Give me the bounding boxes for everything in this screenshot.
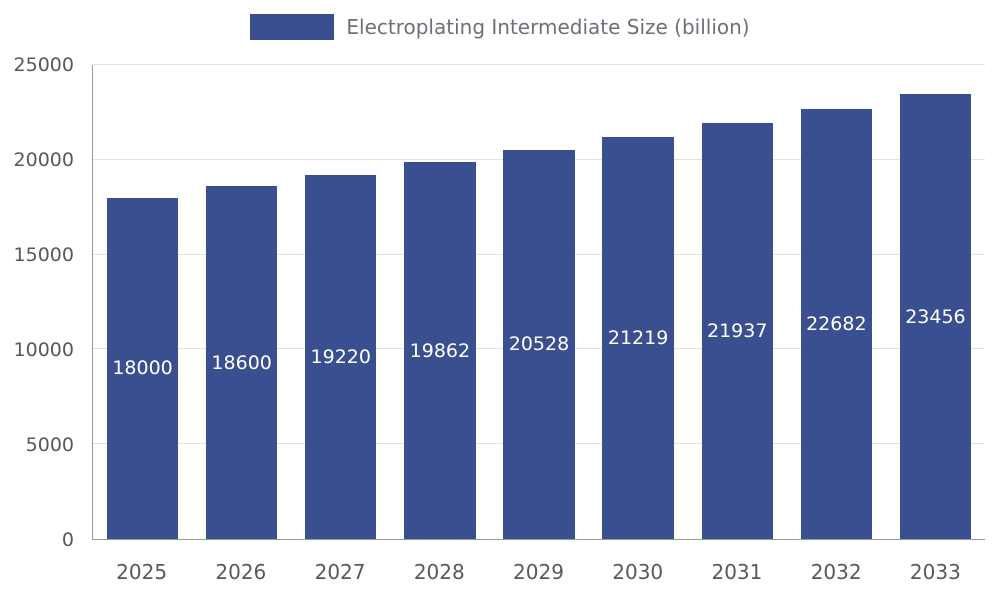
- x-tick-label: 2027: [314, 560, 366, 584]
- bar-value-label: 19862: [409, 339, 471, 362]
- bar-value-label: 18000: [112, 357, 173, 380]
- x-tick-label: 2031: [711, 560, 763, 584]
- bar-2028: 19862: [404, 162, 476, 539]
- x-tick-label: 2026: [215, 560, 267, 584]
- x-tick-label: 2033: [909, 560, 961, 584]
- bar-value-label: 22682: [806, 312, 867, 335]
- bar-value-label: 23456: [905, 305, 966, 328]
- bar-2030: 21219: [602, 136, 674, 539]
- x-tick-label: 2029: [513, 560, 564, 584]
- bar-2025: 18000: [106, 197, 179, 539]
- plot-area: 18000 18600 19220 19862 20528 21219 21937 22682…: [92, 64, 985, 540]
- x-tick-label: 2028: [413, 560, 465, 584]
- y-tick-label: 25000: [13, 54, 74, 76]
- bar-value-label: 21219: [607, 326, 669, 349]
- bar-value-label: 19220: [310, 345, 371, 368]
- x-tick-label: 2032: [810, 560, 862, 584]
- x-tick-label: 2030: [612, 560, 664, 584]
- y-tick-label: 0: [61, 529, 74, 551]
- bar-value-label: 18600: [211, 351, 272, 374]
- bar-slot-2032: 22682: [787, 65, 886, 539]
- bar-slot-2027: 19220: [291, 65, 390, 539]
- bar-slot-2028: 19862: [390, 65, 489, 539]
- bar-slot-2030: 21219: [589, 65, 688, 539]
- legend-swatch: [250, 14, 335, 40]
- y-axis-labels: 0 5000 10000 15000 20000 25000: [0, 54, 84, 551]
- y-tick-label: 15000: [13, 244, 74, 266]
- legend-label: Electroplating Intermediate Size (billio…: [346, 15, 750, 39]
- bar-2032: 22682: [800, 108, 872, 539]
- y-tick-label: 10000: [13, 339, 74, 361]
- bar-2029: 20528: [503, 149, 575, 539]
- bar-slot-2029: 20528: [489, 65, 588, 539]
- bar-value-label: 20528: [508, 333, 570, 356]
- x-axis-labels: 2025 2026 2027 2028 2029 2030 2031 2032 2033: [92, 560, 985, 588]
- bar-2033: 23456: [899, 94, 972, 539]
- bars: 18000 18600 19220 19862 20528 21219 21937 22682…: [93, 65, 985, 539]
- y-tick-label: 20000: [13, 149, 74, 171]
- bar-slot-2033: 23456: [886, 65, 985, 539]
- gridline: [93, 64, 985, 65]
- bar-2027: 19220: [305, 174, 377, 539]
- bar-slot-2025: 18000: [93, 65, 192, 539]
- legend: Electroplating Intermediate Size (billio…: [0, 14, 1000, 40]
- bar-2031: 21937: [701, 123, 773, 539]
- bar-slot-2031: 21937: [688, 65, 787, 539]
- bar-slot-2026: 18600: [192, 65, 291, 539]
- bar-2026: 18600: [205, 186, 278, 539]
- y-tick-label: 5000: [25, 434, 74, 456]
- x-tick-label: 2025: [116, 560, 168, 584]
- bar-value-label: 21937: [706, 320, 768, 343]
